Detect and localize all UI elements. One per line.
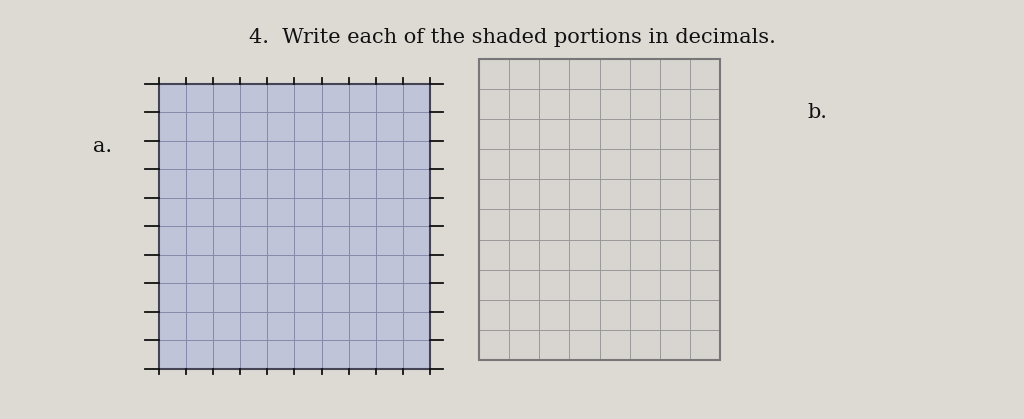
Bar: [159, 84, 430, 369]
Text: b.: b.: [807, 103, 827, 122]
Text: 4.  Write each of the shaded portions in decimals.: 4. Write each of the shaded portions in …: [249, 28, 775, 47]
Bar: [479, 59, 720, 360]
Bar: [479, 59, 720, 360]
Bar: [159, 84, 430, 369]
Text: a.: a.: [93, 137, 112, 156]
